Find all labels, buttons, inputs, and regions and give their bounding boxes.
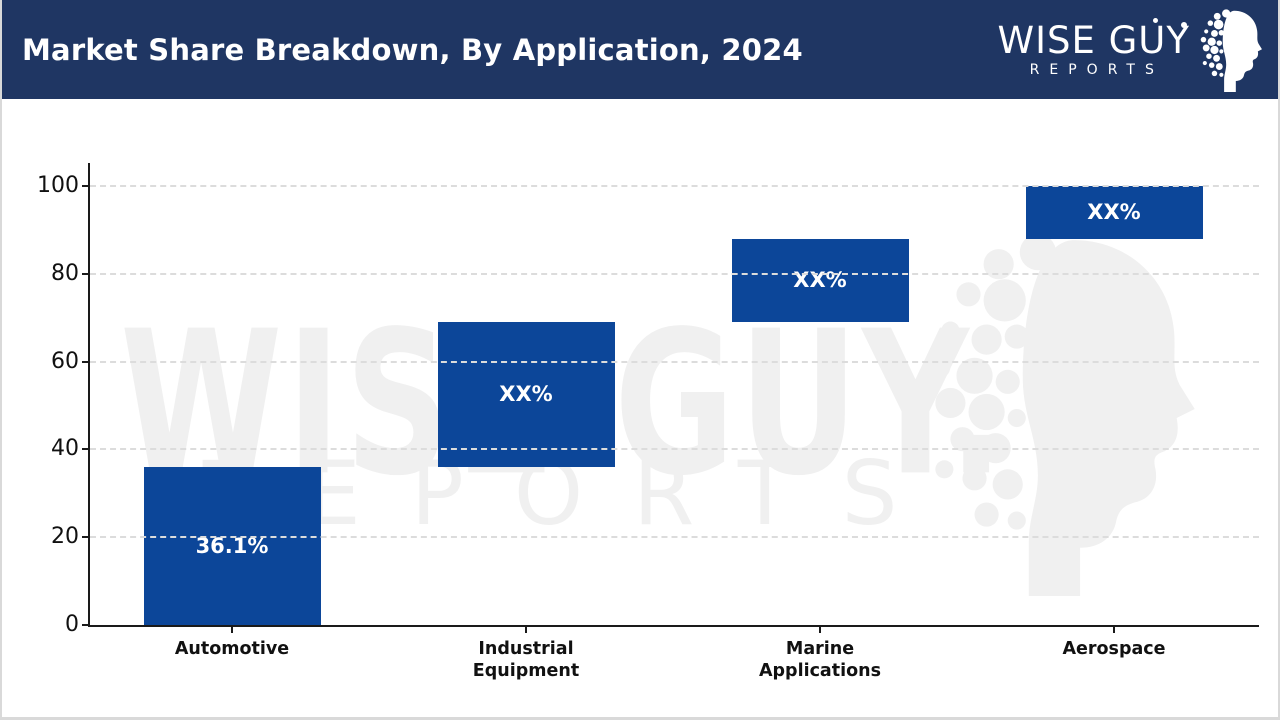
- y-axis-tick-mark: [82, 360, 90, 363]
- page-title: Market Share Breakdown, By Application, …: [22, 32, 803, 67]
- y-axis-line: [88, 163, 90, 627]
- x-axis-tick-mark: [1113, 625, 1115, 633]
- wiseguy-logo: WISE GUY REPORTS: [998, 8, 1280, 92]
- y-axis-tick-label: 20: [51, 524, 79, 550]
- wiseguy-head-watermark-icon: [874, 228, 1244, 596]
- gridline-80: [90, 272, 1259, 275]
- bar-automotive: 36.1%: [143, 466, 321, 625]
- y-axis-tick-label: 0: [65, 612, 79, 637]
- gridline-60: [90, 360, 1259, 363]
- y-axis-tick-mark: [82, 448, 90, 451]
- gridline-40: [90, 448, 1259, 451]
- bar-industrial-equipment: XX%: [437, 322, 615, 467]
- y-axis-tick-label: 80: [51, 260, 79, 286]
- header-bar: Market Share Breakdown, By Application, …: [2, 0, 1280, 99]
- x-axis-tick-mark: [525, 625, 527, 633]
- logo-wordmark: WISE GUY: [997, 19, 1190, 62]
- x-axis-category-label: Marine Applications: [758, 639, 882, 681]
- y-axis-tick-mark: [82, 536, 90, 539]
- y-axis-tick-mark: [82, 185, 90, 187]
- y-axis-tick-label: 40: [51, 436, 79, 462]
- x-axis-category-label: Industrial Equipment: [472, 639, 580, 681]
- x-axis-tick-mark: [819, 625, 821, 633]
- gridline-20: [90, 536, 1259, 539]
- y-axis-tick-label: 100: [37, 173, 79, 198]
- x-axis-line: [88, 625, 1259, 627]
- logo-dot: [1153, 18, 1158, 23]
- logo-subtitle: REPORTS: [1029, 62, 1164, 78]
- bar-value-label: XX%: [499, 382, 553, 407]
- x-axis-category-label: Automotive: [174, 639, 290, 659]
- y-axis-tick-mark: [82, 624, 90, 626]
- bar-marine-applications: XX%: [731, 238, 909, 323]
- y-axis-tick-label: 60: [51, 348, 79, 374]
- bar-value-label: XX%: [1087, 200, 1141, 225]
- wiseguy-head-icon: [1194, 8, 1268, 92]
- logo-dot: [1181, 22, 1187, 28]
- y-axis-tick-mark: [82, 272, 90, 275]
- x-axis-category-label: Aerospace: [1062, 639, 1166, 659]
- gridline-100: [90, 185, 1259, 187]
- bar-value-label: XX%: [793, 268, 847, 293]
- bar-aerospace: XX%: [1025, 186, 1203, 239]
- wiseguy-logo-text: WISE GUY REPORTS: [998, 22, 1190, 77]
- x-axis-tick-mark: [231, 625, 233, 633]
